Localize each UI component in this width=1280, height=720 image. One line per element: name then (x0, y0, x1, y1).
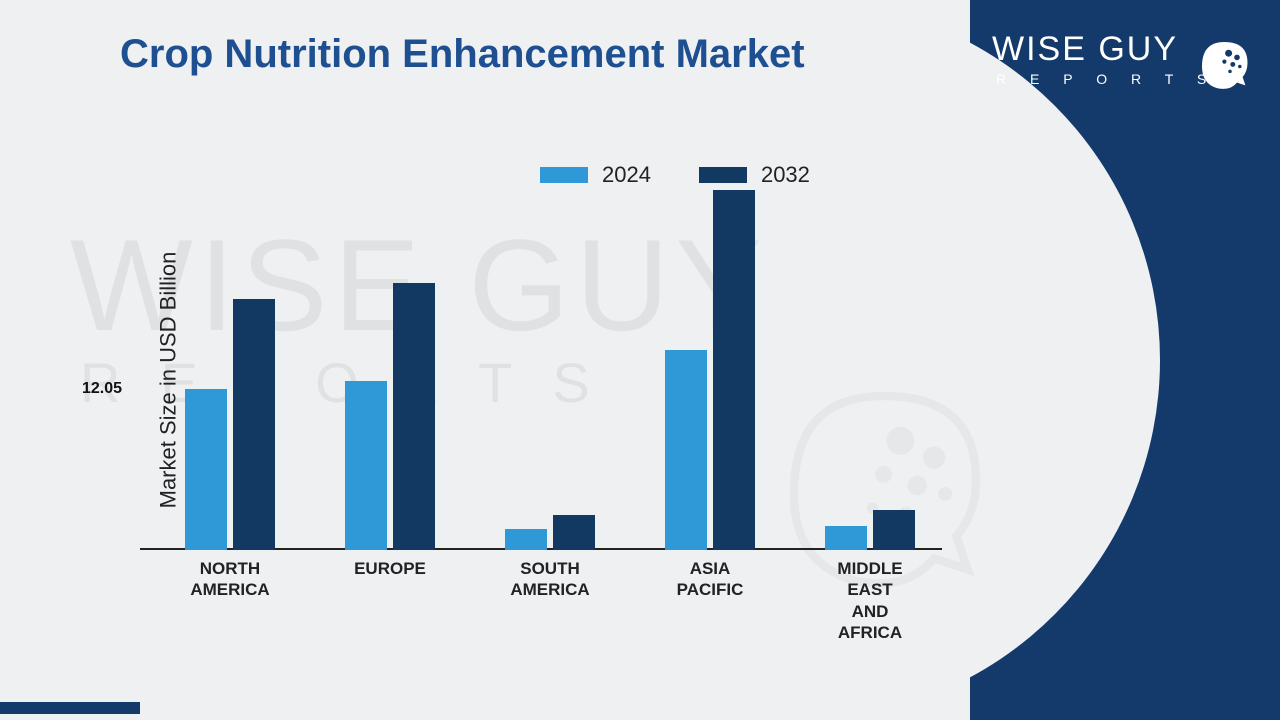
bottom-strip (0, 702, 140, 714)
bar-chart: Market Size in USD Billion 12.05 NORTHAM… (62, 150, 942, 610)
x-axis-label: NORTHAMERICA (150, 558, 310, 601)
x-axis-label: MIDDLEEASTANDAFRICA (790, 558, 950, 643)
bar (873, 510, 915, 550)
bar (665, 350, 707, 550)
chart-title: Crop Nutrition Enhancement Market (120, 32, 805, 77)
plot-area: 12.05 NORTHAMERICAEUROPESOUTHAMERICAASIA… (140, 150, 942, 550)
bar (345, 381, 387, 550)
bar (713, 190, 755, 550)
canvas: WISE GUY REPORTS WISE GUY R E P O R T S … (0, 0, 1280, 720)
x-axis-label: EUROPE (310, 558, 470, 579)
y-tick-label: 12.05 (82, 380, 122, 398)
bar (825, 526, 867, 550)
x-axis-label: SOUTHAMERICA (470, 558, 630, 601)
bar (233, 299, 275, 550)
bar (185, 389, 227, 550)
brand-logo: WISE GUY R E P O R T S (992, 30, 1252, 87)
bar (505, 529, 547, 550)
logo-head-icon (1188, 28, 1258, 98)
bar (393, 283, 435, 550)
x-axis-label: ASIAPACIFIC (630, 558, 790, 601)
bar (553, 515, 595, 550)
